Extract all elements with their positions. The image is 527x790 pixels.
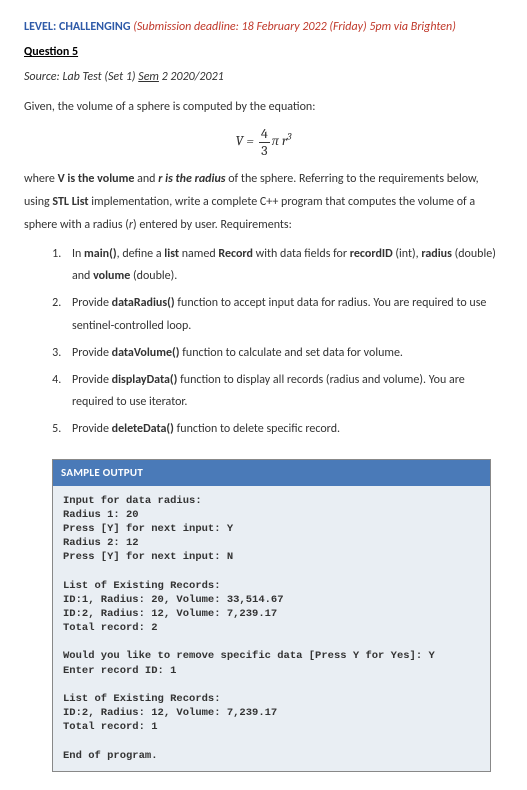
question-title: Question 5 [24,43,503,62]
body-text: and [134,172,158,186]
req-datavolume: dataVolume() [112,346,180,360]
req-text: (int), [393,247,422,261]
req-recordid: recordID [350,247,393,261]
req-main: main() [84,247,117,261]
level-label: LEVEL: CHALLENGING [24,20,130,34]
list-item: Provide dataRadius() function to accept … [64,292,503,338]
sample-output-body: Input for data radius: Radius 1: 20 Pres… [53,486,490,771]
req-text: Provide [72,296,112,310]
req-text: Provide [72,346,112,360]
source-sem: Sem [138,70,159,84]
req-dataradius: dataRadius() [112,296,175,310]
eq-num: 4 [259,126,270,142]
req-text: function to calculate and set data for v… [180,346,403,360]
req-displaydata: displayData() [112,373,178,387]
sphere-equation: V = 43π r3 [24,126,503,158]
source-prefix: Source: Lab Test (Set 1) [24,70,138,84]
eq-fraction: 43 [259,126,270,158]
source-line: Source: Lab Test (Set 1) Sem 2 2020/2021 [24,68,503,87]
req-text: In [72,247,84,261]
requirements-list: In main(), define a list named Record wi… [24,243,503,441]
sample-output-header: SAMPLE OUTPUT [53,460,490,486]
req-text: named [179,247,218,261]
body-paragraph: where V is the volume and r is the radiu… [24,168,503,236]
req-deletedata: deleteData() [112,422,174,436]
body-stl-list: STL List [52,195,88,209]
level-deadline: (Submission deadline: 18 February 2022 (… [133,20,456,34]
list-item: Provide displayData() function to displa… [64,369,503,415]
sample-output-box: SAMPLE OUTPUT Input for data radius: Rad… [52,459,491,772]
level-header: LEVEL: CHALLENGING (Submission deadline:… [24,18,503,37]
req-text: Provide [72,422,112,436]
list-item: In main(), define a list named Record wi… [64,243,503,289]
req-text: , define a [117,247,165,261]
list-item: Provide dataVolume() function to calcula… [64,342,503,365]
intro-text: Given, the volume of a sphere is compute… [24,96,503,119]
eq-eq: = [243,133,257,150]
req-record: Record [218,247,253,261]
req-volume: volume [93,269,130,283]
body-v-volume: V is the volume [58,172,135,186]
req-text: (double). [130,269,177,283]
req-text: Provide [72,373,112,387]
eq-exp: 3 [287,132,291,143]
req-radius: radius [421,247,452,261]
req-list: list [164,247,179,261]
list-item: Provide deleteData() function to delete … [64,418,503,441]
body-text: ) entered by user. Requirements: [133,218,292,232]
req-text: function to delete specific record. [174,422,340,436]
body-r-radius: r is the radius [158,172,225,186]
source-suffix: 2 2020/2021 [159,70,224,84]
body-text: where [24,172,58,186]
eq-pi: π [272,133,282,150]
eq-den: 3 [259,143,270,158]
req-text: with data fields for [253,247,350,261]
